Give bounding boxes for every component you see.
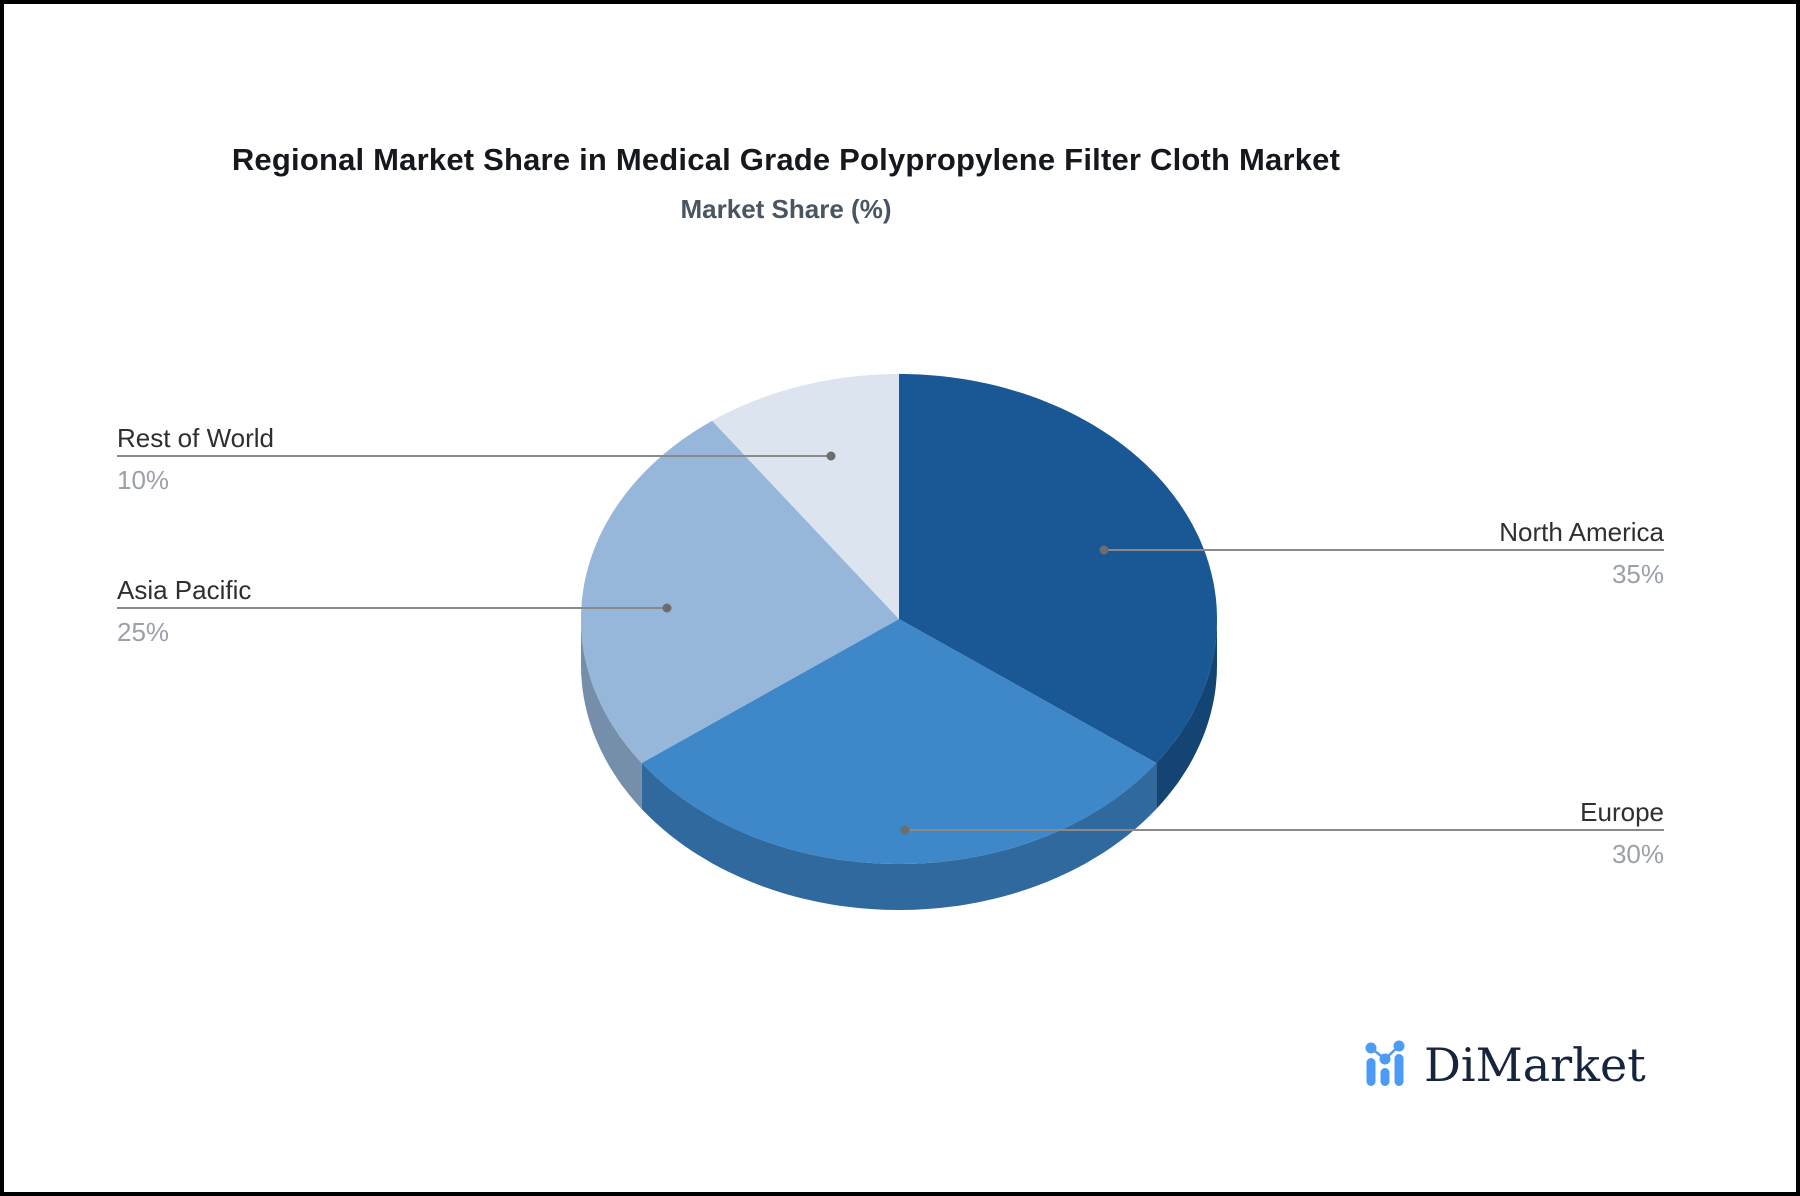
- slice-value-north-america: 35%: [1612, 559, 1664, 589]
- slice-label-asia-pacific: Asia Pacific: [117, 575, 251, 605]
- pie-chart: North America 35% Europe 30% Asia Pacific 25%…: [117, 374, 1665, 910]
- leader-dot-europe: [900, 825, 910, 835]
- pie-slice-europe[interactable]: [641, 619, 1157, 864]
- pie-slice-asia-pacific[interactable]: [581, 420, 899, 763]
- brand-logo-text: DiMarket: [1424, 1038, 1646, 1093]
- slice-value-europe: 30%: [1612, 839, 1664, 869]
- pie-rim-north-america: [1156, 619, 1217, 809]
- slice-value-rest-of-world: 10%: [117, 465, 169, 495]
- bar-line-chart-icon: [1365, 1040, 1405, 1086]
- slice-value-asia-pacific: 25%: [117, 617, 169, 647]
- slice-label-rest-of-world: Rest of World: [117, 423, 274, 453]
- brand-logo: DiMarket: [1362, 1034, 1646, 1092]
- chart-subtitle: Market Share (%): [680, 194, 892, 224]
- leader-dot-rest-of-world: [826, 451, 836, 461]
- chart-title: Regional Market Share in Medical Grade P…: [231, 142, 1341, 177]
- pie-rim-europe: [641, 763, 1157, 910]
- leader-dot-asia-pacific: [662, 603, 672, 613]
- slice-label-europe: Europe: [1580, 797, 1664, 827]
- pie-slice-rest-of-world[interactable]: [712, 374, 899, 619]
- slice-label-north-america: North America: [1499, 517, 1664, 547]
- pie-rim-asia-pacific: [581, 619, 642, 809]
- leader-dot-north-america: [1099, 545, 1109, 555]
- pie-slice-north-america[interactable]: [899, 374, 1217, 763]
